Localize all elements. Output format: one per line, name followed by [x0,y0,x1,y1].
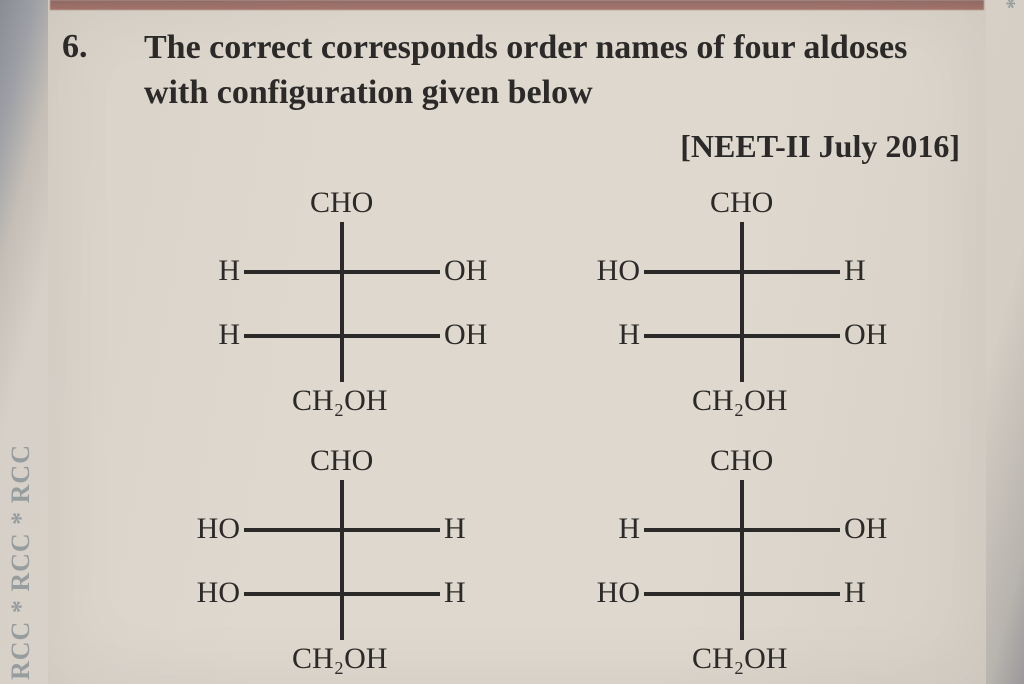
bond-line [644,270,740,274]
c3-left-label: H [550,320,640,350]
fischer-structure-1: CHO H OH H OH CH₂OH [178,182,508,424]
c3-left-label: H [150,320,240,350]
c3-left-label: HO [150,578,240,608]
fischer-structure-4: CHO H OH HO H CH₂OH [578,440,908,682]
bond-line [740,480,744,528]
c2-right-label: H [444,514,534,544]
bond-line [744,334,840,338]
bond-line [744,270,840,274]
bond-line [740,592,744,640]
question-number: 6. [62,28,88,66]
bond-line [740,270,744,334]
bond-line [340,334,344,382]
bottom-group-label: CH₂OH [692,386,787,416]
c2-right-label: OH [844,514,934,544]
bond-line [244,270,340,274]
fischer-structure-2: CHO HO H H OH CH₂OH [578,182,908,424]
bond-line [344,528,440,532]
c3-right-label: H [444,578,534,608]
bond-line [340,222,344,270]
bond-line [340,592,344,640]
bond-line [644,334,740,338]
c2-right-label: H [844,256,934,286]
bond-line [344,592,440,596]
c3-right-label: H [844,578,934,608]
c2-left-label: HO [550,256,640,286]
question-block: 6. The correct corresponds order names o… [48,10,986,684]
c2-left-label: H [550,514,640,544]
bond-line [644,592,740,596]
top-edge-bar [50,0,984,10]
c2-right-label: OH [444,256,534,286]
question-text: The correct corresponds order names of f… [144,26,968,116]
bond-line [244,592,340,596]
c3-right-label: OH [444,320,534,350]
bond-line [244,334,340,338]
question-source: [NEET-II July 2016] [680,128,960,165]
bond-line [344,270,440,274]
bottom-group-label: CH₂OH [692,644,787,674]
bond-line [644,528,740,532]
c3-left-label: HO [550,578,640,608]
bond-line [740,334,744,382]
c2-left-label: HO [150,514,240,544]
bond-line [340,480,344,528]
bond-line [340,528,344,592]
top-group-label: CHO [710,188,773,218]
right-margin-watermark: RCC * RCC * RCC * [994,0,1020,10]
top-group-label: CHO [310,446,373,476]
bond-line [740,528,744,592]
bond-line [244,528,340,532]
structure-grid: CHO H OH H OH CH₂OH CHO HO H H OH CH₂OH [158,182,938,684]
top-group-label: CHO [310,188,373,218]
bond-line [744,528,840,532]
bottom-group-label: CH₂OH [292,386,387,416]
c2-left-label: H [150,256,240,286]
left-margin-watermark: RCC * RCC * RCC [6,444,36,680]
bond-line [340,270,344,334]
c3-right-label: OH [844,320,934,350]
bottom-group-label: CH₂OH [292,644,387,674]
bond-line [740,222,744,270]
bond-line [744,592,840,596]
fischer-structure-3: CHO HO H HO H CH₂OH [178,440,508,682]
top-group-label: CHO [710,446,773,476]
bond-line [344,334,440,338]
